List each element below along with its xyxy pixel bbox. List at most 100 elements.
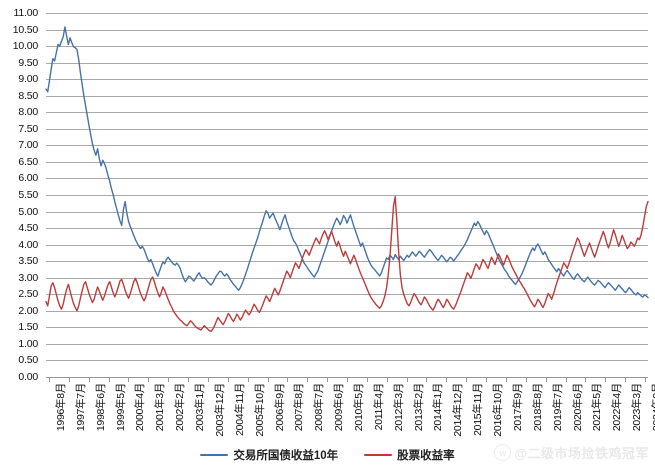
x-tick <box>486 377 488 382</box>
gridline <box>46 178 648 180</box>
y-tick-label: 11.00 <box>13 7 39 19</box>
x-tick <box>585 377 587 382</box>
x-tick <box>168 377 170 382</box>
x-axis <box>46 377 648 385</box>
gridline <box>46 310 648 312</box>
gridline <box>46 360 648 362</box>
y-tick-label: 5.50 <box>18 189 38 201</box>
gridline <box>46 46 648 48</box>
x-tick-label: 2002年2月 <box>174 383 187 432</box>
x-tick-label: 2015年11月 <box>472 383 485 436</box>
series-line <box>45 26 649 299</box>
x-tick <box>247 377 249 382</box>
gridline <box>46 244 648 246</box>
gridline <box>46 294 648 296</box>
x-tick <box>625 377 627 382</box>
x-tick-label: 2006年9月 <box>273 383 286 432</box>
x-tick-label: 2009年6月 <box>333 383 346 432</box>
x-tick <box>605 377 607 382</box>
legend-swatch <box>200 453 229 457</box>
x-axis-labels: 1996年8月 1997年7月 1998年6月 1999年5月 2000年4月 2001年… <box>46 383 655 443</box>
x-tick <box>88 377 90 382</box>
gridline <box>46 327 648 329</box>
x-tick-label: 2014年12月 <box>452 383 465 437</box>
legend-label: 股票收益率 <box>397 450 455 462</box>
x-tick-label: 2008年7月 <box>313 383 326 432</box>
y-tick-label: 9.50 <box>18 56 38 69</box>
y-tick-label: 5.00 <box>18 205 38 218</box>
y-tick-label: 8.50 <box>18 89 38 102</box>
gridline <box>46 29 648 31</box>
y-tick-label: 7.50 <box>18 122 38 135</box>
x-tick-label: 1999年5月 <box>114 383 127 432</box>
y-axis: 0.00 0.50 1.00 1.50 2.00 2.50 3.00 3.50 4.00 4.50… <box>0 8 44 383</box>
x-tick-label: 2018年8月 <box>531 383 544 432</box>
chart-legend: 交易所国债收益10年 股票收益率 <box>0 444 655 466</box>
y-tick-label: 4.50 <box>18 222 38 235</box>
x-tick-label: 2017年9月 <box>511 383 524 432</box>
x-tick <box>49 377 50 382</box>
gridline <box>46 13 648 14</box>
x-tick <box>227 377 229 382</box>
x-tick-label: 1996年8月 <box>55 383 67 432</box>
x-tick-label: 2004年11月 <box>233 383 246 436</box>
x-tick-label: 2003年1月 <box>194 383 207 432</box>
y-tick-label: 2.50 <box>18 288 38 301</box>
x-tick <box>148 377 150 382</box>
gridline <box>46 343 648 345</box>
gridline <box>46 95 648 97</box>
gridline <box>46 128 648 130</box>
y-tick-label: 4.00 <box>18 238 38 251</box>
x-tick <box>366 377 368 382</box>
y-tick-label: 1.00 <box>18 337 38 350</box>
x-tick-label: 2024年2月 <box>651 383 655 432</box>
gridline <box>46 228 648 230</box>
gridline <box>46 261 648 263</box>
x-tick-label: 2013年2月 <box>412 383 425 432</box>
x-tick-label: 1998年6月 <box>94 383 107 432</box>
y-tick-label: 9.00 <box>18 73 38 86</box>
x-tick-label: 2014年1月 <box>432 383 445 432</box>
legend-entry[interactable]: 交易所国债收益10年 <box>200 447 338 463</box>
gridline <box>46 79 648 81</box>
x-tick <box>108 377 110 382</box>
y-tick-label: 10.00 <box>12 40 38 53</box>
gridline <box>46 277 648 279</box>
gridline <box>46 62 648 64</box>
x-tick <box>347 377 348 382</box>
gridline <box>46 145 648 147</box>
x-tick <box>545 377 547 382</box>
x-tick <box>188 377 190 382</box>
x-tick-label: 2021年5月 <box>591 383 604 432</box>
x-tick <box>426 377 428 382</box>
gridline <box>46 195 648 196</box>
y-tick-label: 1.50 <box>18 321 38 334</box>
x-tick <box>525 377 527 382</box>
legend-label: 交易所国债收益10年 <box>233 450 339 462</box>
y-tick-label: 6.50 <box>18 155 38 168</box>
y-tick-label: 7.00 <box>18 139 38 152</box>
gridline <box>46 161 648 163</box>
x-tick <box>466 377 468 382</box>
x-tick-label: 2000年4月 <box>134 383 147 432</box>
x-tick-label: 2011年4月 <box>372 383 385 431</box>
x-tick-label: 2016年10月 <box>492 383 505 437</box>
plot-area <box>45 13 649 378</box>
y-tick-label: 0.50 <box>18 354 38 367</box>
x-tick-label: 2007年8月 <box>293 383 306 432</box>
x-tick-label: 2010年5月 <box>353 383 365 432</box>
legend-entry[interactable]: 股票收益率 <box>364 447 455 463</box>
x-tick-label: 1997年7月 <box>74 383 87 432</box>
x-tick <box>386 377 388 382</box>
x-tick <box>267 377 269 382</box>
y-tick-label: 8.00 <box>18 106 38 119</box>
x-tick-label: 2019年7月 <box>551 383 564 432</box>
y-tick-label: 6.00 <box>18 172 38 185</box>
x-tick <box>128 377 130 382</box>
x-tick <box>68 377 70 382</box>
x-tick <box>327 377 329 382</box>
x-tick <box>287 377 289 382</box>
y-tick-label: 3.00 <box>18 271 38 284</box>
x-tick <box>446 377 448 382</box>
